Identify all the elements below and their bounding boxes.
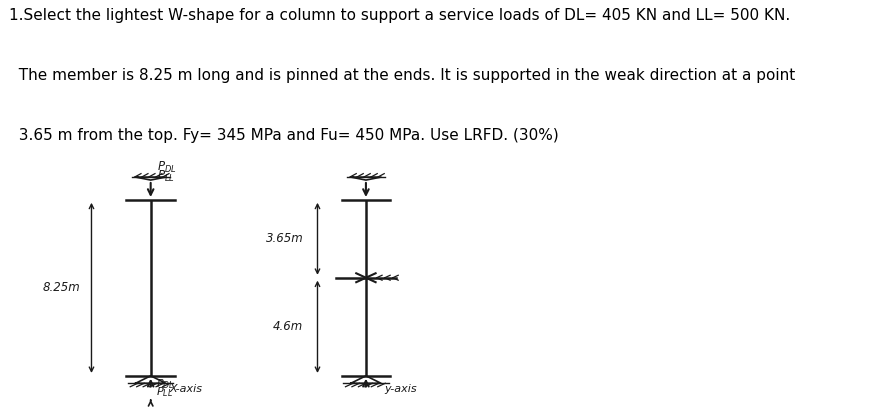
Text: 3.65 m from the top. Fy= 345 MPa and Fu= 450 MPa. Use LRFD. (30%): 3.65 m from the top. Fy= 345 MPa and Fu=…	[9, 128, 558, 142]
Text: y-axis: y-axis	[385, 385, 417, 394]
Text: $P_{DL}$: $P_{DL}$	[156, 377, 175, 392]
Text: $P_{DL}$: $P_{DL}$	[158, 160, 177, 175]
Text: X-axis: X-axis	[170, 385, 202, 394]
Text: 8.25m: 8.25m	[43, 281, 80, 294]
Text: 4.6m: 4.6m	[273, 320, 303, 333]
Text: The member is 8.25 m long and is pinned at the ends. It is supported in the weak: The member is 8.25 m long and is pinned …	[9, 68, 795, 83]
Text: $P_{LL}$: $P_{LL}$	[156, 385, 173, 399]
Text: $P_{LL}$: $P_{LL}$	[158, 169, 175, 184]
Text: 1.Select the lightest W-shape for a column to support a service loads of DL= 405: 1.Select the lightest W-shape for a colu…	[9, 8, 790, 23]
Text: 3.65m: 3.65m	[266, 232, 304, 245]
